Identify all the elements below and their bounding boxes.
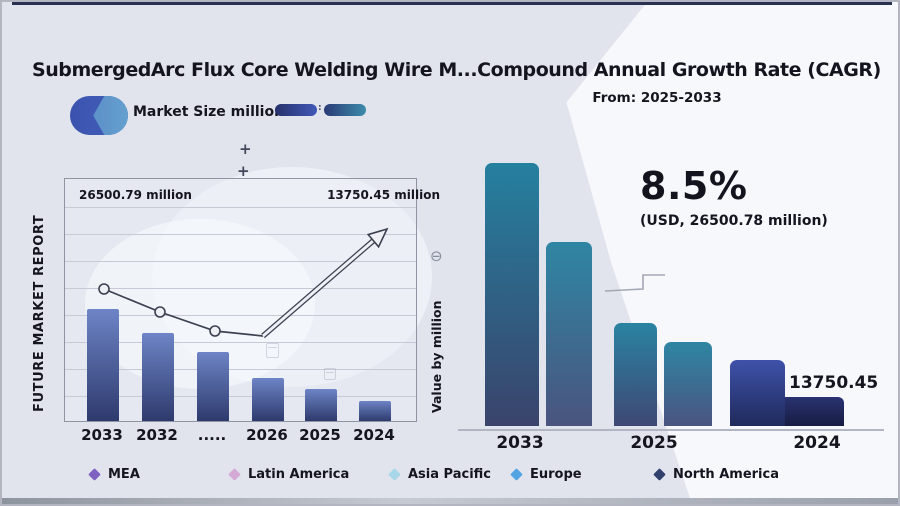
market-size-label: Market Size million	[133, 104, 285, 120]
watermark-window-icon	[324, 368, 336, 380]
plus-icon: +	[239, 140, 252, 158]
left-bar	[359, 401, 391, 421]
right-bar	[785, 397, 844, 426]
left-chart-end-value: 13750.45 million	[327, 188, 440, 202]
watermark-window-icon	[266, 343, 279, 358]
right-bar	[485, 163, 539, 426]
left-chart-panel: 26500.79 million 13750.45 million	[64, 178, 440, 422]
left-bar	[252, 378, 284, 421]
right-bar	[664, 342, 712, 426]
right-chart-end-value: 13750.45	[789, 373, 879, 393]
right-bar	[614, 323, 657, 426]
date-range-label: From: 2025-2033	[592, 90, 722, 106]
left-bar	[142, 333, 174, 421]
plus-icon: +	[237, 162, 250, 180]
left-bar	[305, 389, 337, 421]
bottom-frame-strip	[2, 498, 898, 504]
left-bar	[197, 352, 229, 421]
top-accent-line	[12, 2, 892, 5]
cagr-detail: (USD, 26500.78 million)	[640, 213, 828, 229]
right-bar	[730, 360, 785, 426]
toggle-separator: :	[318, 103, 322, 113]
step-line-decoration	[604, 274, 665, 292]
right-chart-baseline	[458, 429, 884, 431]
left-chart-start-value: 26500.79 million	[79, 188, 192, 202]
right-bar	[546, 242, 592, 426]
page-title: SubmergedArc Flux Core Welding Wire M...…	[32, 59, 881, 81]
cagr-value: 8.5%	[640, 164, 748, 208]
toggle-pill-right-icon	[324, 104, 366, 116]
toggle-pill-left-icon	[275, 104, 317, 116]
market-size-pill-icon	[70, 96, 128, 135]
left-chart-bars	[65, 179, 416, 421]
circle-minus-icon: ⊖	[430, 247, 443, 265]
